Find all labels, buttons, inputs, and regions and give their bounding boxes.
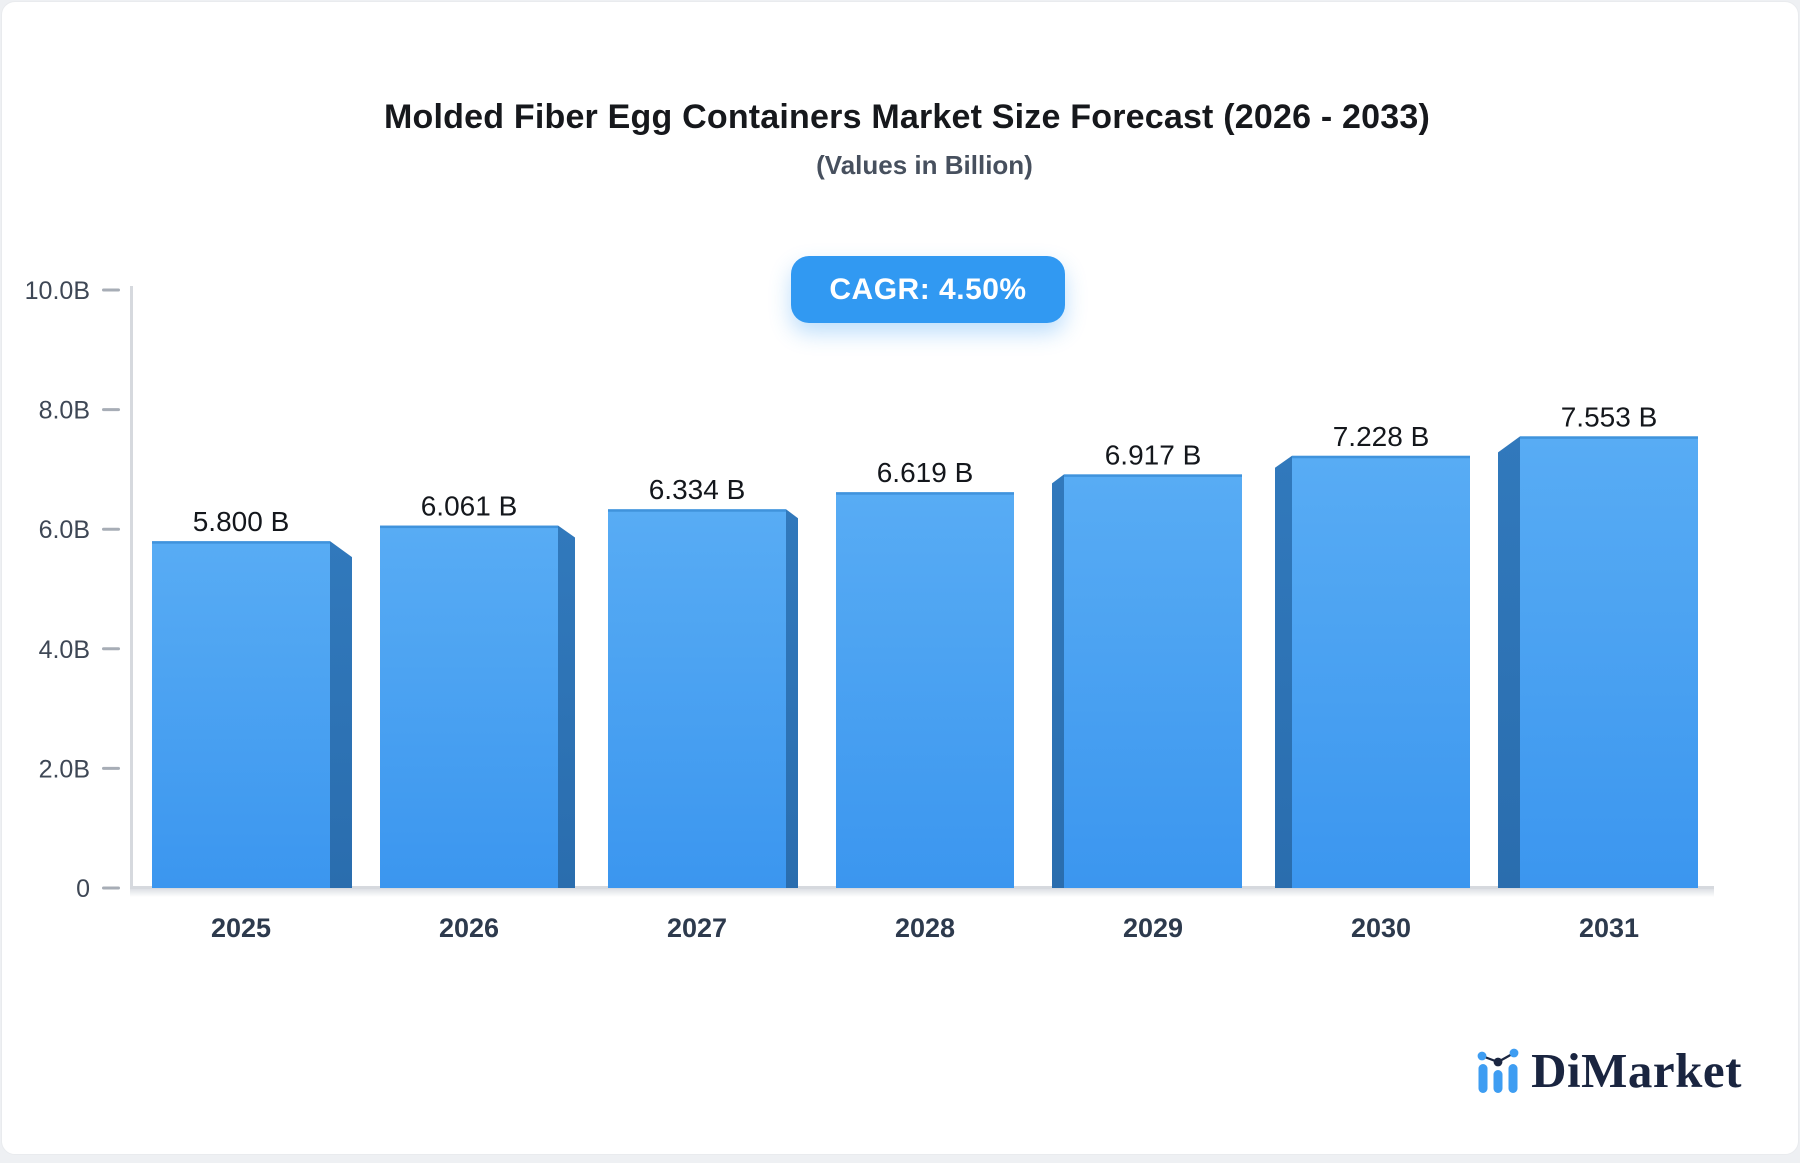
cagr-badge-label: CAGR: 4.50% (829, 273, 1026, 307)
y-tick-mark (102, 647, 120, 650)
bar-value-label: 7.228 B (1333, 421, 1430, 452)
x-axis-shadow (130, 889, 1714, 897)
y-tick-mark (102, 289, 120, 292)
bar-side-face (330, 541, 352, 888)
y-axis-line (130, 286, 133, 888)
bar-top-edge (836, 492, 1014, 495)
cagr-badge: CAGR: 4.50% (791, 256, 1065, 323)
x-tick-label: 2025 (211, 913, 271, 943)
bar-side-face (558, 526, 575, 888)
bar-value-label: 6.917 B (1105, 439, 1202, 470)
chart-subtitle: (Values in Billion) (2, 150, 1800, 181)
x-tick-label: 2028 (895, 913, 955, 943)
bar-value-label: 7.553 B (1561, 401, 1658, 432)
bar-2028[interactable] (836, 492, 1014, 888)
y-tick-label: 6.0B (39, 516, 90, 544)
x-tick-label: 2026 (439, 913, 499, 943)
bar-2026[interactable] (380, 526, 558, 888)
logo-dot (1510, 1048, 1519, 1057)
y-tick-label: 4.0B (39, 636, 90, 664)
logo-bar (1509, 1064, 1518, 1093)
logo-bar (1479, 1064, 1488, 1093)
bar-top-edge (608, 509, 786, 512)
bar-2029[interactable] (1064, 474, 1242, 888)
y-tick-mark (102, 528, 120, 531)
y-tick-label: 0 (76, 875, 90, 903)
bar-2027[interactable] (608, 509, 786, 888)
bar-2025[interactable] (152, 541, 330, 888)
chart-title: Molded Fiber Egg Containers Market Size … (2, 98, 1800, 137)
bar-side-face (1275, 456, 1292, 888)
bar-line-chart-icon (1477, 1048, 1519, 1094)
bar-value-label: 6.619 B (877, 457, 974, 488)
bar-value-label: 6.061 B (421, 491, 518, 522)
x-tick-label: 2029 (1123, 913, 1183, 943)
logo-text: DiMarket (1531, 1042, 1742, 1099)
dimarket-logo: DiMarket (1477, 1042, 1742, 1099)
bar-top-edge (1520, 436, 1698, 439)
bar-top-edge (1064, 474, 1242, 477)
bar-value-label: 6.334 B (649, 474, 746, 505)
y-tick-label: 8.0B (39, 397, 90, 425)
bar-top-edge (380, 526, 558, 529)
y-tick-mark (102, 767, 120, 770)
y-tick-mark (102, 887, 120, 890)
bar-side-face (786, 509, 798, 888)
x-tick-label: 2027 (667, 913, 727, 943)
bar-side-face (1498, 436, 1520, 888)
x-tick-label: 2030 (1351, 913, 1411, 943)
bar-2030[interactable] (1292, 456, 1470, 888)
logo-bar (1494, 1070, 1503, 1093)
logo-dot (1478, 1051, 1487, 1060)
logo-dot (1494, 1057, 1503, 1066)
y-tick-mark (102, 408, 120, 411)
x-tick-label: 2031 (1579, 913, 1639, 943)
y-tick-label: 10.0B (25, 277, 90, 305)
bar-top-edge (1292, 456, 1470, 459)
bar-value-label: 5.800 B (193, 506, 290, 537)
bar-top-edge (152, 541, 330, 544)
bar-2031[interactable] (1520, 436, 1698, 888)
bar-side-face (1052, 474, 1064, 888)
y-tick-label: 2.0B (39, 755, 90, 783)
